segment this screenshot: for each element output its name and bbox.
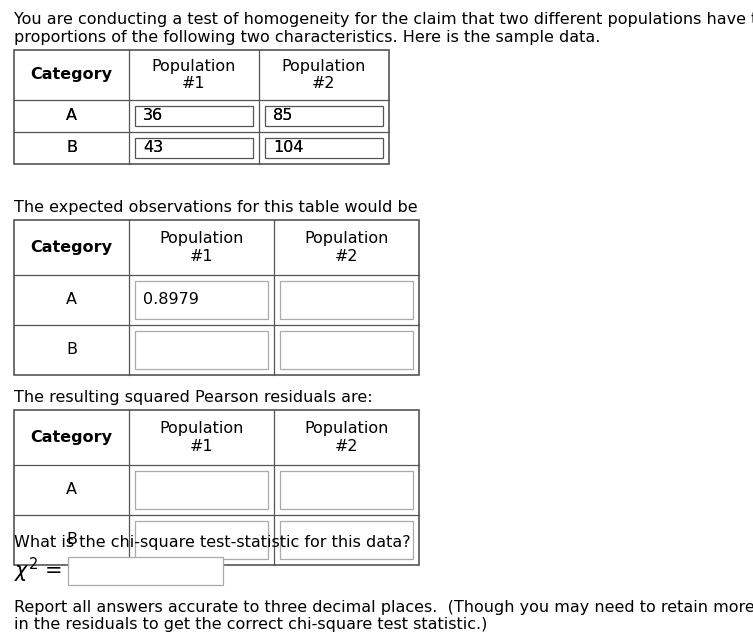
Text: Report all answers accurate to three decimal places.  (Though you may need to re: Report all answers accurate to three dec…: [14, 600, 753, 615]
Text: The expected observations for this table would be: The expected observations for this table…: [14, 200, 418, 215]
Text: 36: 36: [143, 108, 163, 124]
Text: $\chi^2$ =: $\chi^2$ =: [14, 556, 62, 585]
Text: Population
#2: Population #2: [282, 59, 366, 91]
Bar: [14, 410, 419, 565]
Bar: [135, 138, 253, 158]
Text: Population
#1: Population #1: [160, 231, 244, 264]
Text: proportions of the following two characteristics. Here is the sample data.: proportions of the following two charact…: [14, 30, 600, 45]
Text: 43: 43: [143, 141, 163, 155]
Text: 0.8979: 0.8979: [143, 292, 199, 308]
Bar: [280, 521, 413, 559]
Text: The resulting squared Pearson residuals are:: The resulting squared Pearson residuals …: [14, 390, 373, 405]
Bar: [280, 471, 413, 509]
Text: Population
#1: Population #1: [160, 421, 244, 454]
Text: 104: 104: [273, 141, 303, 155]
Bar: [280, 331, 413, 369]
Text: 36: 36: [143, 108, 163, 124]
Bar: [68, 557, 223, 585]
Text: B: B: [66, 533, 77, 547]
Text: 85: 85: [273, 108, 294, 124]
Text: Population
#2: Population #2: [304, 231, 389, 264]
Text: A: A: [66, 292, 77, 308]
Text: Category: Category: [31, 68, 112, 83]
Text: Category: Category: [31, 430, 112, 445]
Text: Population
#2: Population #2: [304, 421, 389, 454]
Bar: [135, 281, 268, 319]
Text: What is the chi-square test-statistic for this data?: What is the chi-square test-statistic fo…: [14, 535, 410, 550]
Text: Population
#1: Population #1: [152, 59, 236, 91]
Bar: [135, 521, 268, 559]
Text: B: B: [66, 141, 77, 155]
Text: Category: Category: [31, 240, 112, 255]
Bar: [265, 106, 383, 126]
Bar: [280, 281, 413, 319]
Text: A: A: [66, 482, 77, 497]
Text: B: B: [66, 343, 77, 357]
Text: in the residuals to get the correct chi-square test statistic.): in the residuals to get the correct chi-…: [14, 617, 487, 632]
Text: 104: 104: [273, 141, 303, 155]
Text: B: B: [66, 141, 77, 155]
Bar: [135, 106, 253, 126]
Text: 43: 43: [143, 141, 163, 155]
Bar: [265, 138, 383, 158]
Bar: [135, 331, 268, 369]
Bar: [14, 220, 419, 375]
Text: A: A: [66, 108, 77, 124]
Text: 85: 85: [273, 108, 294, 124]
Bar: [14, 50, 389, 164]
Text: A: A: [66, 108, 77, 124]
Bar: [135, 471, 268, 509]
Text: You are conducting a test of homogeneity for the claim that two different popula: You are conducting a test of homogeneity…: [14, 12, 753, 27]
